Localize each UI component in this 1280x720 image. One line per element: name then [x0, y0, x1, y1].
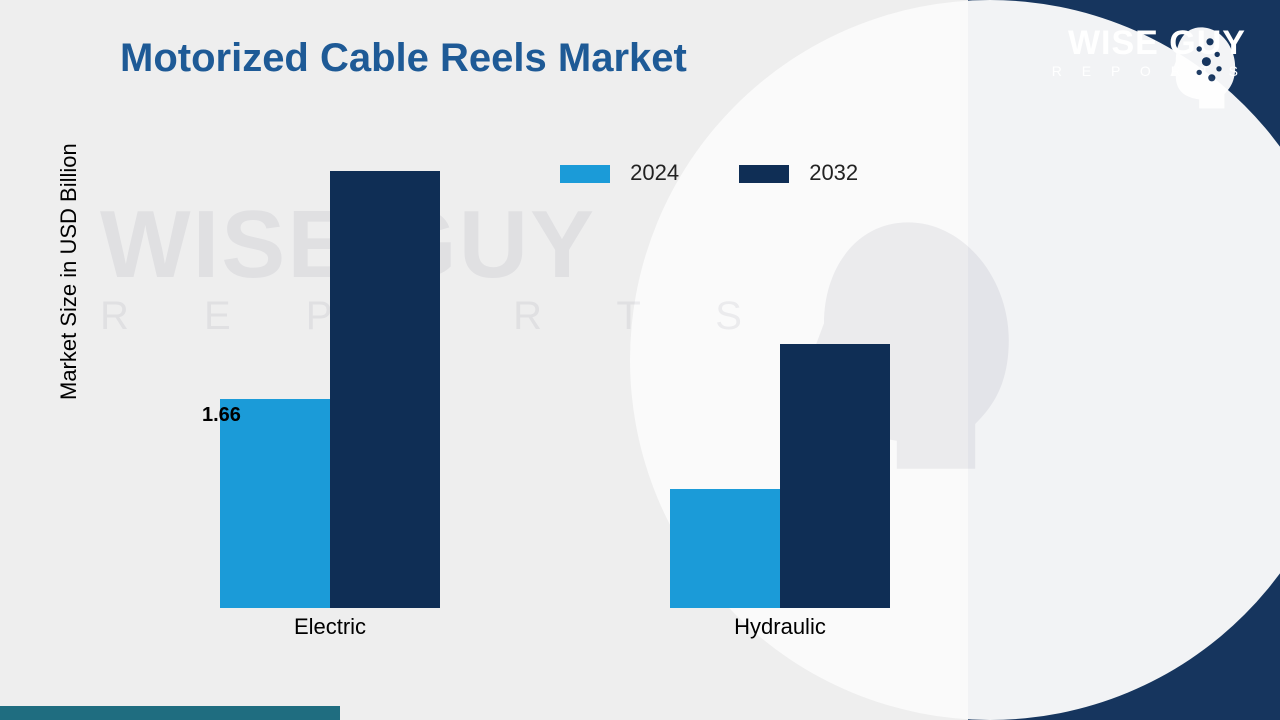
chart-title: Motorized Cable Reels Market [120, 36, 687, 81]
bar-group-electric: 1.66 Electric [200, 168, 460, 640]
bar-value-label-electric-2024: 1.66 [202, 404, 241, 427]
chart-canvas: WISE GUY R E P O R T S Motorized Cable R… [0, 0, 1280, 720]
bar-electric-2024 [220, 399, 330, 608]
bar-hydraulic-2032 [780, 344, 890, 608]
brand-logo: WISE GUY R E P O R T S [1052, 26, 1246, 78]
footer-accent-bar [0, 706, 340, 720]
brand-head-icon [1132, 22, 1252, 112]
y-axis-label: Market Size in USD Billion [56, 143, 82, 400]
category-label-hydraulic: Hydraulic [650, 614, 910, 640]
legend-swatch-2024 [560, 165, 610, 183]
bar-electric-2032 [330, 171, 440, 608]
category-label-electric: Electric [200, 614, 460, 640]
bar-hydraulic-2024 [670, 489, 780, 608]
plot-area: 1.66 Electric Hydraulic [110, 200, 980, 640]
bar-group-hydraulic: Hydraulic [650, 168, 910, 640]
